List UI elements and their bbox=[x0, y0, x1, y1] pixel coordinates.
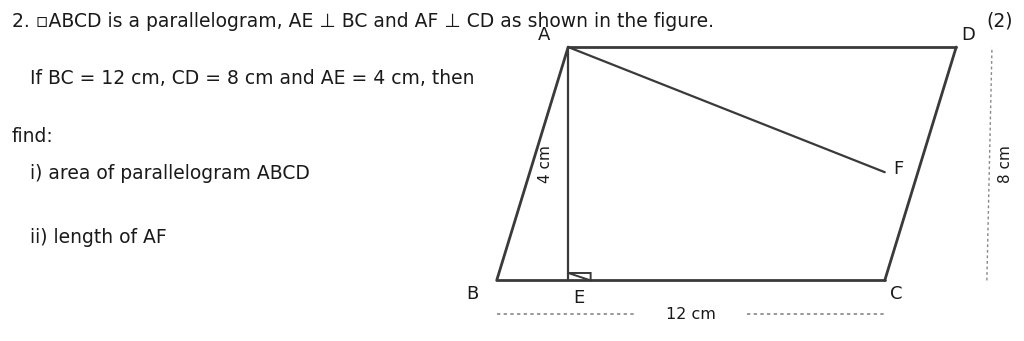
Text: 4 cm: 4 cm bbox=[539, 145, 553, 183]
Text: A: A bbox=[538, 26, 550, 44]
Text: 12 cm: 12 cm bbox=[666, 307, 716, 322]
Text: i) area of parallelogram ABCD: i) area of parallelogram ABCD bbox=[11, 164, 309, 183]
Text: ii) length of AF: ii) length of AF bbox=[11, 228, 166, 247]
Text: E: E bbox=[573, 289, 585, 307]
Text: C: C bbox=[890, 285, 902, 303]
Text: If BC = 12 cm, CD = 8 cm and AE = 4 cm, then: If BC = 12 cm, CD = 8 cm and AE = 4 cm, … bbox=[11, 69, 474, 88]
Text: 2. ▫ABCD is a parallelogram, AE ⊥ BC and AF ⊥ CD as shown in the figure.: 2. ▫ABCD is a parallelogram, AE ⊥ BC and… bbox=[11, 12, 714, 31]
Text: 8 cm: 8 cm bbox=[997, 145, 1013, 183]
Text: B: B bbox=[466, 285, 478, 303]
Text: find:: find: bbox=[11, 127, 53, 146]
Text: (2): (2) bbox=[986, 12, 1013, 31]
Text: F: F bbox=[893, 160, 903, 178]
Text: D: D bbox=[962, 26, 975, 44]
